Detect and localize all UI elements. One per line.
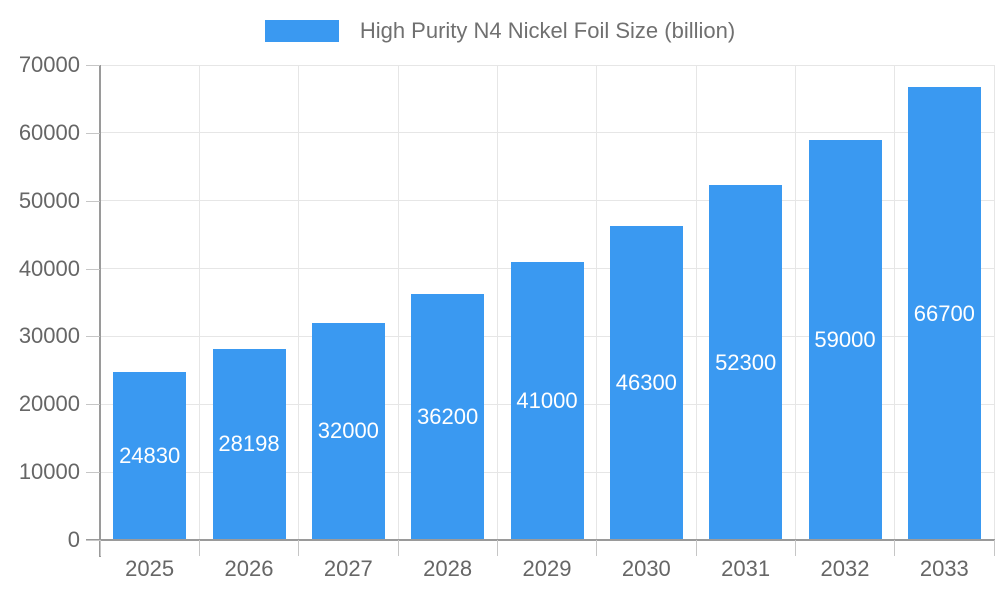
y-tick-label: 40000	[18, 255, 80, 281]
y-tick-label: 10000	[18, 459, 80, 485]
plot-area: 24830 28198 32000 36200 41000 46300 52300 59000…	[100, 64, 995, 540]
bar-2032[interactable]	[808, 139, 882, 540]
bar-2027[interactable]	[311, 322, 385, 540]
bar-value-label: 32000	[317, 418, 379, 444]
gridline-horizontal	[100, 64, 994, 66]
bar-2033[interactable]	[907, 87, 981, 540]
x-axis-tick	[894, 540, 896, 556]
gridline-vertical	[794, 65, 796, 540]
x-axis-tick	[298, 540, 300, 556]
x-tick-label: 2026	[224, 556, 274, 581]
x-tick-label: 2029	[522, 556, 572, 581]
y-tick-label: 70000	[18, 52, 80, 77]
gridline-vertical	[596, 65, 598, 540]
gridline-horizontal	[100, 132, 994, 134]
x-axis-line	[86, 539, 995, 541]
legend[interactable]: High Purity N4 Nickel Foil Size (billion…	[0, 18, 1000, 44]
y-axis-tick	[86, 132, 100, 134]
bar-value-label: 41000	[516, 387, 578, 413]
bar-2028[interactable]	[411, 294, 485, 540]
bar-value-label: 52300	[715, 349, 777, 375]
y-tick-label: 20000	[18, 391, 80, 417]
legend-label: High Purity N4 Nickel Foil Size (billion…	[359, 18, 736, 43]
x-axis-tick	[695, 540, 697, 556]
y-axis-tick	[86, 65, 100, 66]
x-axis-tick	[794, 540, 796, 556]
bar-2026[interactable]	[212, 348, 286, 540]
x-axis-tick	[496, 540, 498, 556]
y-axis-tick	[86, 200, 100, 202]
gridline-vertical	[496, 65, 498, 540]
bar-2030[interactable]	[609, 225, 683, 540]
y-axis-line	[99, 65, 101, 557]
x-tick-label: 2027	[323, 556, 373, 581]
gridline-vertical	[298, 65, 300, 540]
bar-value-label: 59000	[814, 326, 876, 352]
x-tick-label: 2030	[621, 556, 671, 581]
bar-value-label: 36200	[417, 404, 479, 430]
y-axis-tick	[86, 472, 100, 474]
y-axis-tick	[86, 336, 100, 338]
gridline-vertical	[993, 65, 995, 540]
bar-value-label: 24830	[119, 442, 181, 468]
x-tick-label: 2025	[125, 556, 175, 581]
bar-2025[interactable]	[113, 371, 187, 540]
gridline-vertical	[695, 65, 697, 540]
gridline-vertical	[894, 65, 896, 540]
x-tick-label: 2031	[721, 556, 771, 581]
y-axis-tick	[86, 268, 100, 270]
x-axis-tick	[397, 540, 399, 556]
x-axis-tick	[993, 540, 995, 556]
y-axis-tick	[86, 404, 100, 406]
bar-2029[interactable]	[510, 261, 584, 540]
y-tick-label: 0	[67, 527, 80, 552]
x-tick-label: 2033	[919, 556, 969, 581]
x-tick-label: 2032	[820, 556, 870, 581]
bar-value-label: 28198	[218, 431, 280, 457]
bar-value-label: 46300	[615, 369, 677, 395]
x-tick-label: 2028	[423, 556, 473, 581]
gridline-horizontal	[100, 200, 994, 202]
y-axis-tick	[86, 540, 100, 541]
y-tick-label: 30000	[18, 323, 80, 349]
gridline-vertical	[397, 65, 399, 540]
x-axis-tick	[596, 540, 598, 556]
bar-2031[interactable]	[709, 185, 783, 540]
y-tick-label: 60000	[18, 119, 80, 145]
legend-swatch-icon	[264, 20, 339, 42]
x-axis-tick	[198, 540, 200, 556]
bar-value-label: 66700	[913, 300, 975, 326]
gridline-vertical	[198, 65, 200, 540]
x-axis-tick	[99, 540, 101, 556]
y-tick-label: 50000	[18, 187, 80, 213]
